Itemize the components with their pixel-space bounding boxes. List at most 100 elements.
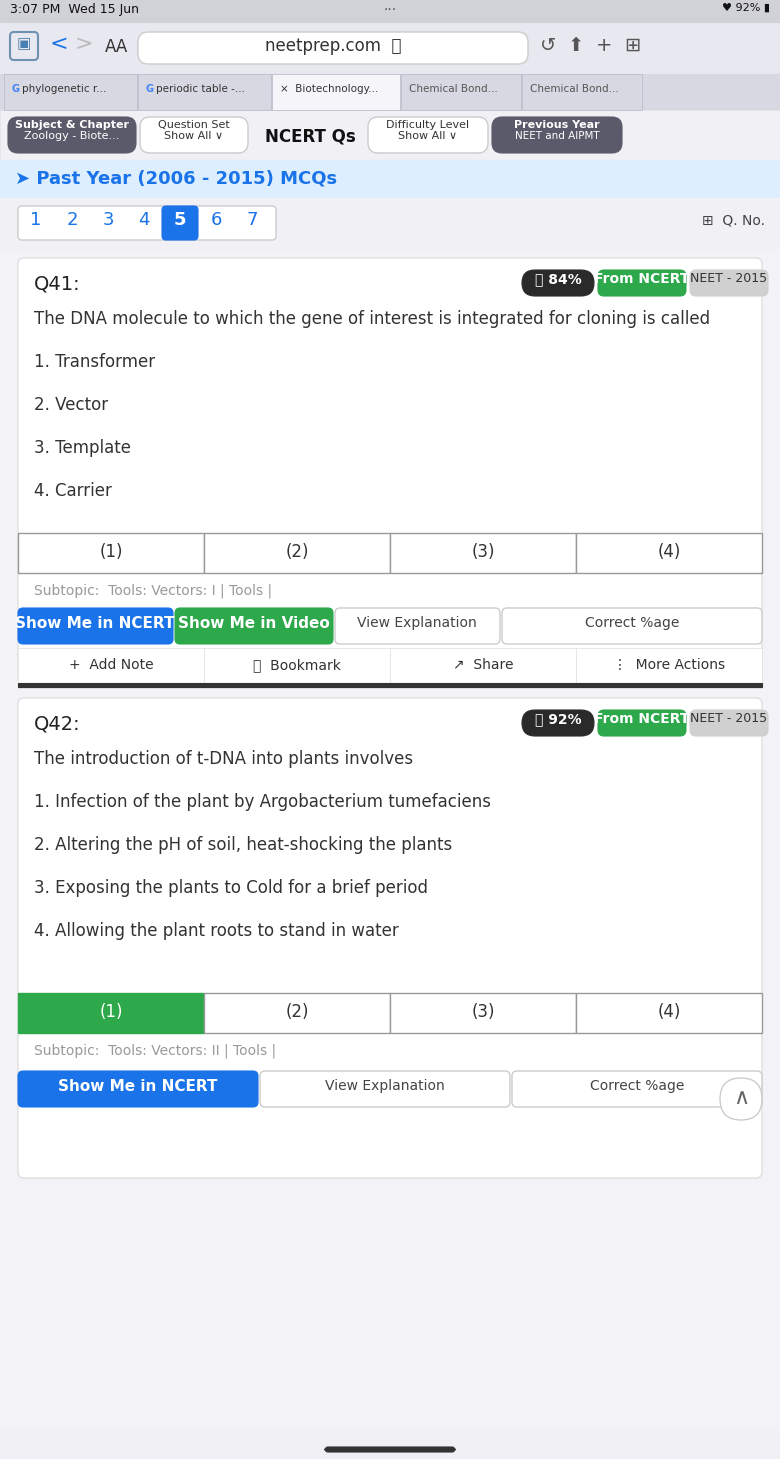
Bar [576, 533, 762, 573]
FancyBboxPatch shape [10, 32, 38, 60]
Bar [204, 533, 390, 573]
Text: ∧: ∧ [733, 1088, 749, 1107]
Text: 6: 6 [211, 212, 222, 229]
Text: periodic table -...: periodic table -... [156, 85, 245, 93]
Text: NCERT Qs: NCERT Qs [264, 127, 356, 144]
Text: (4): (4) [658, 1002, 681, 1021]
Bar [272, 74, 400, 109]
Text: AA: AA [105, 38, 128, 55]
Text: Subtopic:  Tools: Vectors: II | Tools |: Subtopic: Tools: Vectors: II | Tools | [34, 1043, 276, 1058]
FancyBboxPatch shape [18, 697, 762, 1177]
Text: Show All ∨: Show All ∨ [399, 131, 458, 142]
FancyBboxPatch shape [690, 711, 768, 735]
Text: 4. Carrier: 4. Carrier [34, 481, 112, 500]
FancyBboxPatch shape [598, 711, 686, 735]
Text: ↺: ↺ [540, 36, 556, 55]
Bar [4, 74, 137, 109]
FancyBboxPatch shape [175, 608, 333, 643]
FancyBboxPatch shape [335, 608, 500, 643]
Text: ⊞  Q. No.: ⊞ Q. No. [702, 213, 765, 228]
Text: ⊞: ⊞ [624, 36, 640, 55]
Text: Q41:: Q41: [34, 274, 80, 293]
Text: Zoology - Biote...: Zoology - Biote... [24, 131, 119, 142]
Text: NEET - 2015: NEET - 2015 [690, 712, 768, 725]
FancyBboxPatch shape [512, 1071, 762, 1107]
Text: 2. Altering the pH of soil, heat-shocking the plants: 2. Altering the pH of soil, heat-shockin… [34, 836, 452, 854]
Text: ···: ··· [384, 3, 396, 18]
FancyBboxPatch shape [598, 270, 686, 296]
Bar [18, 994, 204, 1033]
Text: 1. Infection of the plant by Argobacterium tumefaciens: 1. Infection of the plant by Argobacteri… [34, 794, 491, 811]
Bar [522, 74, 642, 109]
Bar [18, 683, 762, 687]
Bar [0, 22, 780, 74]
Text: +  Add Note: + Add Note [69, 658, 154, 673]
Text: G: G [12, 85, 20, 93]
Text: View Explanation: View Explanation [325, 1080, 445, 1093]
Text: View Explanation: View Explanation [357, 616, 477, 630]
Text: ♥ 92% ▮: ♥ 92% ▮ [722, 3, 770, 13]
Text: G: G [146, 85, 154, 93]
FancyBboxPatch shape [522, 711, 594, 735]
FancyBboxPatch shape [368, 117, 488, 153]
FancyBboxPatch shape [162, 206, 198, 239]
Bar [18, 648, 204, 689]
FancyBboxPatch shape [690, 270, 768, 296]
Text: 3. Exposing the plants to Cold for a brief period: 3. Exposing the plants to Cold for a bri… [34, 878, 428, 897]
FancyBboxPatch shape [18, 1071, 258, 1107]
Text: 4. Allowing the plant roots to stand in water: 4. Allowing the plant roots to stand in … [34, 922, 399, 940]
Bar [0, 1428, 780, 1459]
FancyBboxPatch shape [18, 608, 173, 643]
Text: Chemical Bond...: Chemical Bond... [530, 85, 619, 93]
Bar [0, 74, 780, 109]
Text: 👍 84%: 👍 84% [534, 271, 581, 286]
Text: (2): (2) [285, 1002, 309, 1021]
FancyBboxPatch shape [502, 608, 762, 643]
Text: 🔖  Bookmark: 🔖 Bookmark [253, 658, 341, 673]
Text: The DNA molecule to which the gene of interest is integrated for cloning is call: The DNA molecule to which the gene of in… [34, 309, 710, 328]
Bar [0, 198, 780, 248]
Text: From NCERT: From NCERT [594, 271, 690, 286]
Bar [0, 0, 780, 22]
Text: (2): (2) [285, 543, 309, 562]
Bar [390, 648, 576, 689]
Text: 3:07 PM  Wed 15 Jun: 3:07 PM Wed 15 Jun [10, 3, 139, 16]
Text: 2. Vector: 2. Vector [34, 395, 108, 414]
Text: 1. Transformer: 1. Transformer [34, 353, 155, 371]
Text: 👍 92%: 👍 92% [534, 712, 581, 727]
Text: +: + [596, 36, 612, 55]
Text: Difficulty Level: Difficulty Level [386, 120, 470, 130]
Text: neetprep.com  🔒: neetprep.com 🔒 [264, 36, 401, 55]
Text: ⬆: ⬆ [568, 36, 584, 55]
Text: Question Set: Question Set [158, 120, 230, 130]
Text: From NCERT: From NCERT [594, 712, 690, 727]
FancyBboxPatch shape [18, 258, 762, 683]
Bar [204, 648, 390, 689]
Text: 3: 3 [102, 212, 114, 229]
Text: Show Me in Video: Show Me in Video [178, 616, 330, 630]
Text: (3): (3) [471, 543, 495, 562]
Text: NEET and AIPMT: NEET and AIPMT [515, 131, 599, 142]
Text: 3. Template: 3. Template [34, 439, 131, 457]
Text: 7: 7 [246, 212, 257, 229]
Bar [390, 533, 576, 573]
Text: ▣: ▣ [17, 36, 31, 51]
Bar [0, 109, 780, 160]
Text: Previous Year: Previous Year [514, 120, 600, 130]
Text: 2: 2 [66, 212, 78, 229]
Text: Correct %age: Correct %age [585, 616, 679, 630]
Text: The introduction of t-DNA into plants involves: The introduction of t-DNA into plants in… [34, 750, 413, 767]
Bar [0, 160, 780, 198]
Text: Subtopic:  Tools: Vectors: I | Tools |: Subtopic: Tools: Vectors: I | Tools | [34, 584, 272, 598]
Text: ➤ Past Year (2006 - 2015) MCQs: ➤ Past Year (2006 - 2015) MCQs [15, 169, 337, 187]
Text: (1): (1) [99, 1002, 122, 1021]
Bar [576, 648, 762, 689]
Bar [401, 74, 521, 109]
FancyBboxPatch shape [18, 206, 276, 239]
Text: Chemical Bond...: Chemical Bond... [409, 85, 498, 93]
Text: <: < [50, 34, 69, 54]
Text: (3): (3) [471, 1002, 495, 1021]
Text: phylogenetic r...: phylogenetic r... [22, 85, 106, 93]
FancyBboxPatch shape [260, 1071, 510, 1107]
FancyBboxPatch shape [720, 1078, 762, 1121]
